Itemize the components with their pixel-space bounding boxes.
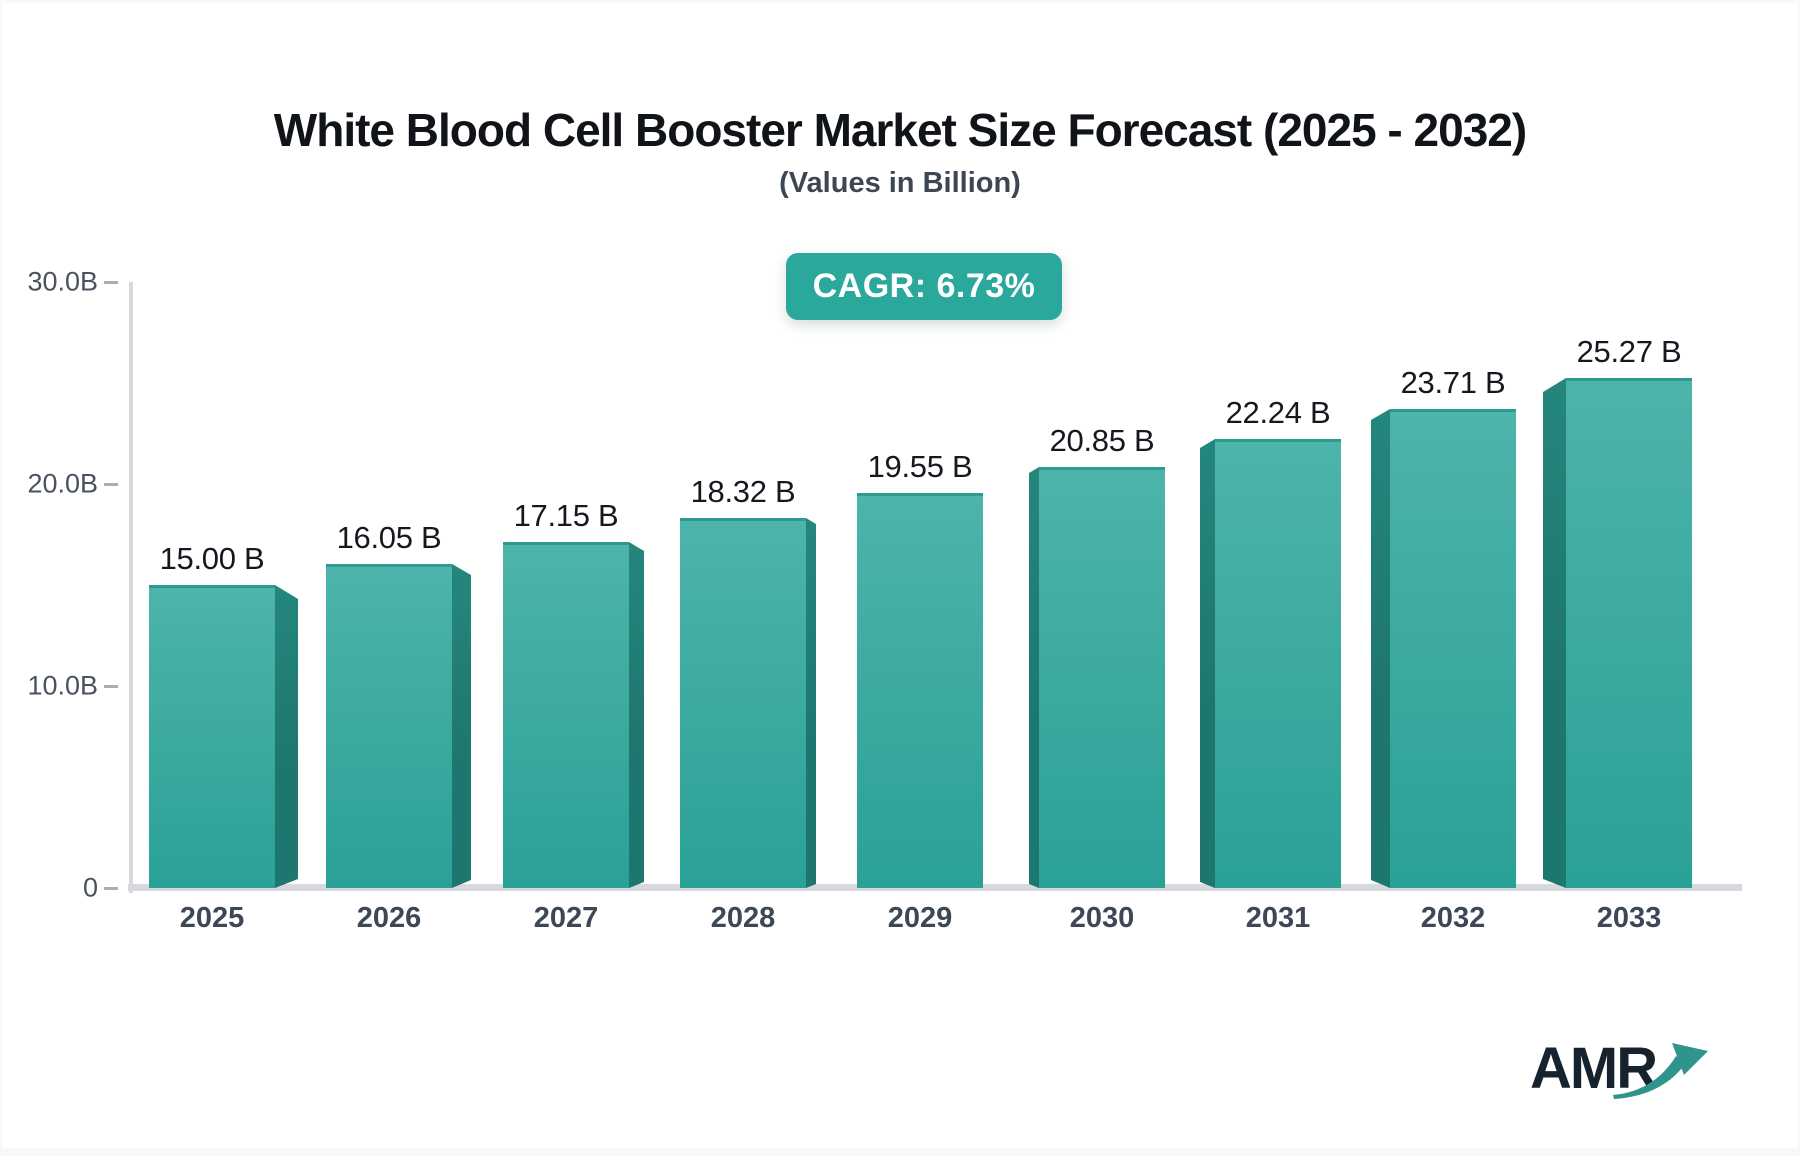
cagr-badge: CAGR: 6.73% [786, 253, 1062, 320]
bar-3d-side [275, 585, 298, 888]
x-axis-label-2025: 2025 [179, 902, 245, 934]
bar-2030[interactable] [1039, 467, 1165, 888]
x-axis-label-2032: 2032 [1420, 902, 1486, 934]
bar-2026[interactable] [326, 564, 452, 888]
bar-2027[interactable] [503, 542, 629, 888]
bar-value-label: 17.15 B [513, 498, 619, 533]
amr-logo: AMR [1530, 1035, 1730, 1105]
bar-3d-side [629, 542, 644, 888]
x-axis-label-2033: 2033 [1596, 902, 1662, 934]
bar-3d-side [1200, 439, 1215, 888]
chart-title: White Blood Cell Booster Market Size For… [273, 104, 1527, 156]
x-axis-label-2031: 2031 [1245, 902, 1311, 934]
y-tick-label: 0 [82, 872, 98, 903]
y-tick-label: 30.0B [27, 266, 98, 297]
x-axis-label-2026: 2026 [356, 902, 422, 934]
y-tick-mark [104, 281, 118, 284]
y-axis-line [129, 282, 133, 893]
y-tick-mark [104, 887, 118, 890]
cagr-badge-label: CAGR: 6.73% [812, 267, 1036, 305]
chart-subtitle: (Values in Billion) [779, 167, 1021, 199]
bar-value-label: 16.05 B [336, 520, 442, 555]
bar-2032[interactable] [1390, 409, 1516, 888]
logo-arrow-icon [1613, 1043, 1708, 1099]
bar-3d-side [1029, 467, 1039, 888]
y-tick-mark [104, 685, 118, 688]
bar-3d-side [452, 564, 471, 888]
bar-3d-side [1543, 378, 1566, 888]
bar-2025[interactable] [149, 585, 275, 888]
y-tick-label: 20.0B [27, 468, 98, 499]
y-tick-mark [104, 483, 118, 486]
bar-value-label: 25.27 B [1576, 334, 1682, 369]
bar-value-label: 22.24 B [1225, 395, 1331, 430]
bar-value-label: 18.32 B [690, 474, 796, 509]
bar-2033[interactable] [1566, 378, 1692, 888]
bar-3d-side [806, 518, 816, 888]
x-axis-label-2029: 2029 [887, 902, 953, 934]
x-axis-label-2027: 2027 [533, 902, 599, 934]
bar-value-label: 20.85 B [1049, 423, 1155, 458]
x-axis-label-2030: 2030 [1069, 902, 1135, 934]
y-tick-label: 10.0B [27, 670, 98, 701]
bar-value-label: 19.55 B [867, 449, 973, 484]
bar-value-label: 23.71 B [1400, 365, 1506, 400]
x-axis-label-2028: 2028 [710, 902, 776, 934]
bar-2031[interactable] [1215, 439, 1341, 888]
bar-value-label: 15.00 B [159, 541, 265, 576]
bar-3d-side [1371, 409, 1390, 888]
bar-2028[interactable] [680, 518, 806, 888]
bar-2029[interactable] [857, 493, 983, 888]
